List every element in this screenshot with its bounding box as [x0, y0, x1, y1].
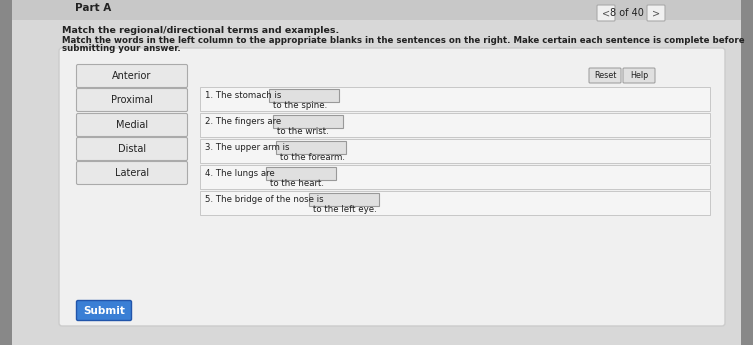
Bar: [200, 165, 710, 189]
Text: 8 of 40: 8 of 40: [610, 8, 644, 18]
Bar: [276, 140, 346, 154]
Bar: [12, 0, 741, 20]
Text: to the forearm.: to the forearm.: [280, 154, 346, 162]
Text: Anterior: Anterior: [112, 71, 151, 81]
Text: to the wrist.: to the wrist.: [277, 128, 328, 137]
Text: Reset: Reset: [594, 71, 616, 80]
Bar: [200, 191, 710, 215]
Text: Part A: Part A: [75, 3, 111, 13]
Text: 4. The lungs are: 4. The lungs are: [205, 168, 275, 177]
FancyBboxPatch shape: [59, 48, 725, 326]
Bar: [309, 193, 379, 206]
Text: to the left eye.: to the left eye.: [312, 206, 376, 215]
Bar: [273, 115, 343, 128]
Bar: [270, 89, 339, 101]
Text: Match the regional/directional terms and examples.: Match the regional/directional terms and…: [62, 26, 340, 35]
FancyBboxPatch shape: [623, 68, 655, 83]
Text: to the heart.: to the heart.: [270, 179, 324, 188]
Text: 5. The bridge of the nose is: 5. The bridge of the nose is: [205, 195, 324, 204]
Text: Distal: Distal: [118, 144, 146, 154]
Bar: [200, 113, 710, 137]
Text: 2. The fingers are: 2. The fingers are: [205, 117, 282, 126]
Text: Submit: Submit: [83, 306, 125, 315]
FancyBboxPatch shape: [589, 68, 621, 83]
FancyBboxPatch shape: [597, 5, 615, 21]
FancyBboxPatch shape: [77, 161, 187, 185]
Bar: [266, 167, 336, 179]
Text: Proximal: Proximal: [111, 95, 153, 105]
FancyBboxPatch shape: [77, 65, 187, 88]
Text: Help: Help: [630, 71, 648, 80]
FancyBboxPatch shape: [77, 300, 132, 321]
Text: <: <: [602, 8, 610, 18]
Bar: [200, 139, 710, 163]
Text: Medial: Medial: [116, 120, 148, 130]
FancyBboxPatch shape: [77, 89, 187, 111]
Text: submitting your answer.: submitting your answer.: [62, 44, 181, 53]
FancyBboxPatch shape: [77, 114, 187, 137]
Bar: [0, 0, 12, 345]
Text: Match the words in the left column to the appropriate blanks in the sentences on: Match the words in the left column to th…: [62, 36, 745, 45]
Text: 1. The stomach is: 1. The stomach is: [205, 90, 282, 99]
Text: to the spine.: to the spine.: [273, 101, 328, 110]
FancyBboxPatch shape: [77, 138, 187, 160]
Bar: [200, 87, 710, 111]
Text: 3. The upper arm is: 3. The upper arm is: [205, 142, 289, 151]
FancyBboxPatch shape: [647, 5, 665, 21]
Text: >: >: [652, 8, 660, 18]
Bar: [741, 0, 753, 345]
Text: Lateral: Lateral: [115, 168, 149, 178]
